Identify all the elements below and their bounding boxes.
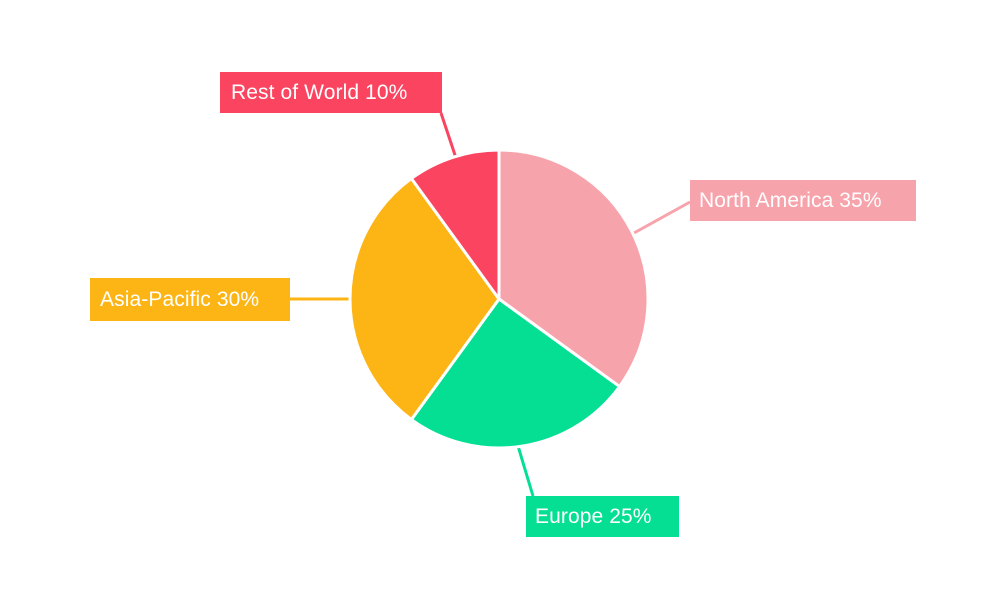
leader-line-north-america: [633, 200, 691, 235]
slice-label-text: North America 35%: [699, 189, 882, 212]
slice-label-north-america[interactable]: North America 35%: [690, 180, 916, 221]
leader-line-europe: [516, 445, 535, 497]
slice-label-rest-of-world[interactable]: Rest of World 10%: [220, 72, 442, 113]
slice-label-text: Rest of World 10%: [231, 81, 408, 104]
pie-slice-asia-pacific[interactable]: [348, 176, 501, 422]
slice-label-text: Asia-Pacific 30%: [100, 288, 260, 311]
slice-label-europe[interactable]: Europe 25%: [526, 496, 679, 537]
pie-slice-europe[interactable]: [409, 297, 622, 450]
pie-slice-rest-of-world[interactable]: [409, 148, 501, 301]
pie-slice-north-america[interactable]: [497, 148, 650, 389]
leader-line-rest-of-world: [439, 112, 458, 159]
slice-label-text: Europe 25%: [535, 505, 652, 528]
pie-slices-group: [348, 148, 650, 450]
leader-lines-group: [290, 112, 691, 497]
slice-label-asia-pacific[interactable]: Asia-Pacific 30%: [90, 278, 290, 321]
